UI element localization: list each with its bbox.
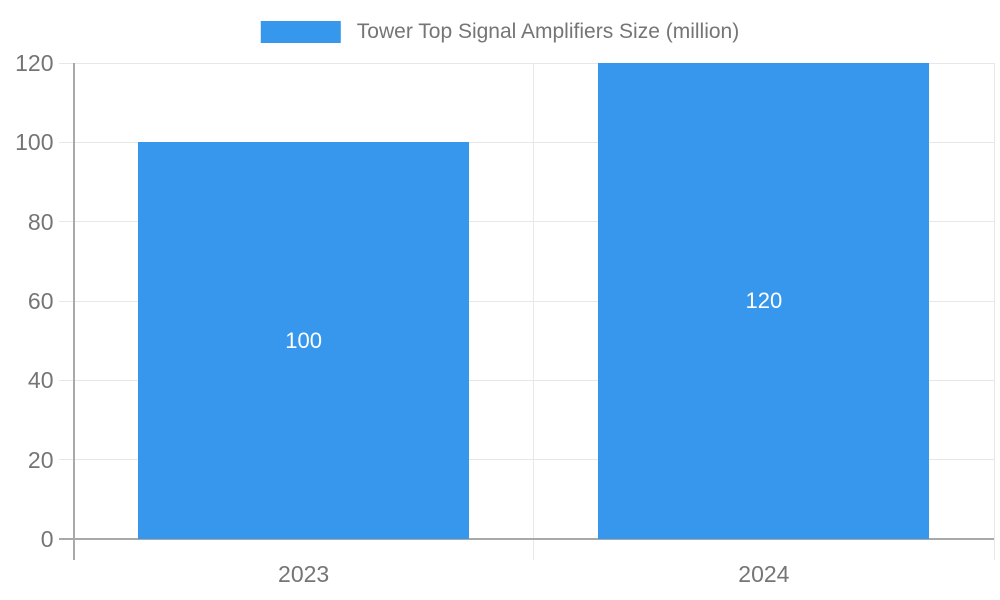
y-tick-label: 0 [40, 526, 54, 552]
y-tick-label: 80 [27, 208, 54, 235]
y-tick-label: 60 [27, 288, 54, 314]
y-tick-label: 120 [15, 50, 54, 76]
x-tick-label: 2023 [278, 561, 330, 587]
legend-swatch [260, 21, 341, 43]
y-tick-mark [58, 300, 74, 302]
y-tick-mark [58, 379, 74, 381]
h-gridline [73, 379, 994, 381]
y-tick-mark [58, 221, 74, 223]
y-tick-mark [58, 62, 74, 64]
bar[interactable] [598, 63, 930, 539]
h-gridline [73, 62, 994, 64]
v-gridline [533, 63, 535, 560]
h-gridline [73, 459, 994, 461]
y-tick-label: 40 [27, 367, 54, 394]
v-gridline [993, 63, 995, 560]
y-axis-line [72, 63, 75, 560]
y-tick-mark [58, 459, 74, 461]
legend-item[interactable]: Tower Top Signal Amplifiers Size (millio… [260, 20, 740, 44]
bar[interactable] [138, 142, 470, 539]
bar-value-label: 100 [285, 327, 322, 353]
y-tick-mark [58, 141, 74, 143]
x-axis-line [58, 538, 994, 540]
x-tick-label: 2024 [738, 561, 790, 587]
y-tick-label: 100 [15, 129, 54, 156]
h-gridline [73, 221, 994, 223]
h-gridline [73, 300, 994, 302]
y-tick-label: 20 [27, 446, 54, 473]
h-gridline [73, 141, 994, 143]
bar-value-label: 120 [745, 288, 783, 313]
legend-label: Tower Top Signal Amplifiers Size (millio… [356, 20, 740, 43]
